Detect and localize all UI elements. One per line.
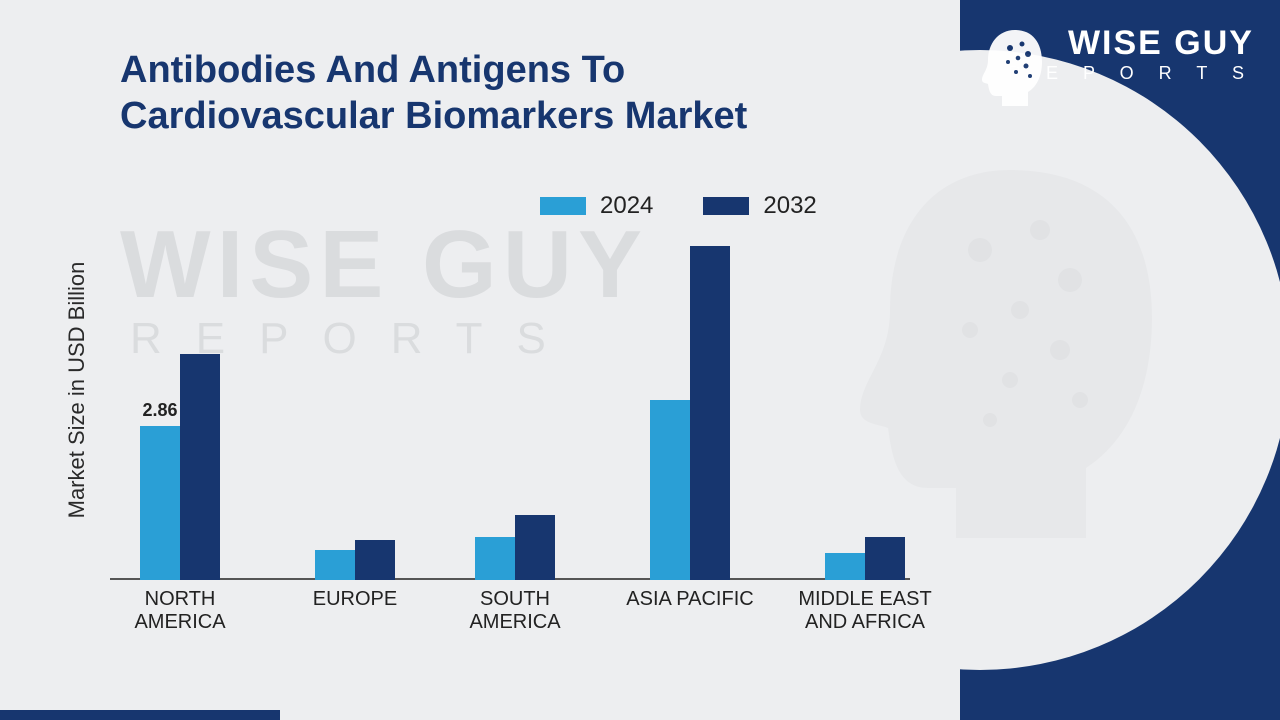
y-axis-label: Market Size in USD Billion [64, 262, 90, 519]
bar-group: SOUTH AMERICA [455, 515, 575, 580]
bar-group: MIDDLE EAST AND AFRICA [805, 537, 925, 580]
bar-2032 [515, 515, 555, 580]
brand-head-icon [980, 28, 1050, 108]
category-label: SOUTH AMERICA [445, 588, 585, 634]
legend-label-2032: 2032 [763, 192, 816, 220]
legend-swatch-2024 [540, 197, 586, 215]
page-title: Antibodies And Antigens To Cardiovascula… [120, 48, 840, 139]
bar-2032 [690, 246, 730, 580]
bar-2024 [315, 550, 355, 580]
legend-swatch-2032 [703, 197, 749, 215]
legend-item-2032: 2032 [703, 192, 816, 220]
category-label: EUROPE [285, 588, 425, 611]
bar-2032 [355, 540, 395, 580]
legend-item-2024: 2024 [540, 192, 653, 220]
bar-group: EUROPE [295, 540, 415, 580]
bar-group: 2.86NORTH AMERICA [120, 354, 240, 580]
chart-plot: 2.86NORTH AMERICA EUROPE SOUTH AMERICA ASIA… [110, 230, 910, 580]
bar-value-label: 2.86 [142, 400, 177, 421]
bar-2024: 2.86 [140, 426, 180, 580]
bar-2032 [865, 537, 905, 580]
footer-accent-bar [0, 710, 280, 720]
category-label: NORTH AMERICA [110, 588, 250, 634]
bar-2024 [650, 400, 690, 580]
bar-2024 [825, 553, 865, 580]
bar-group: ASIA PACIFIC [630, 246, 750, 580]
legend-label-2024: 2024 [600, 192, 653, 220]
bar-2024 [475, 537, 515, 580]
category-label: MIDDLE EAST AND AFRICA [795, 588, 935, 634]
bar-2032 [180, 354, 220, 580]
legend: 2024 2032 [540, 192, 817, 220]
category-label: ASIA PACIFIC [620, 588, 760, 611]
